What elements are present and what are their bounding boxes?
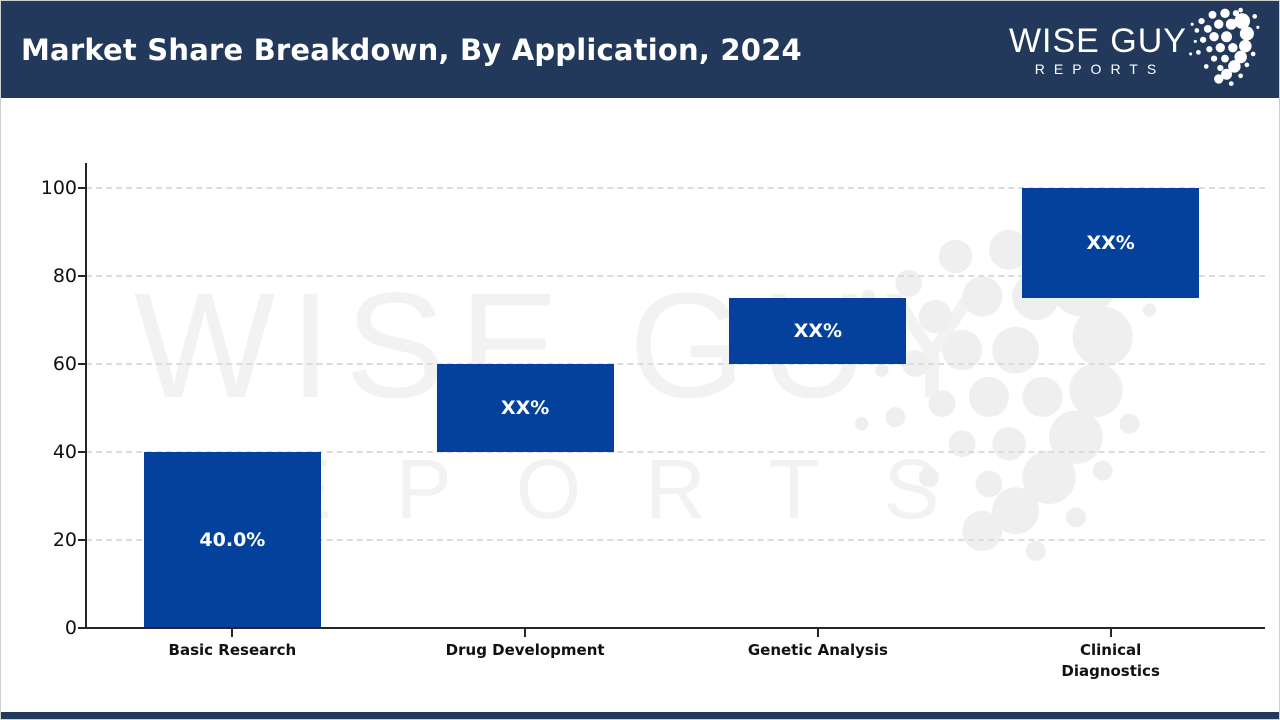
- y-tick-label: 80: [52, 265, 77, 287]
- y-tick-mark: [78, 363, 86, 365]
- wise-guy-reports-logo: WISE GUY REPORTS: [1009, 7, 1265, 93]
- x-tick-mark-drug-development: [524, 629, 527, 637]
- y-tick-label: 60: [52, 353, 77, 375]
- gridline-y-20: [86, 539, 1265, 541]
- gridline-y-60: [86, 363, 1265, 365]
- bar-drug-development: [436, 364, 614, 452]
- bar-value-label-drug-development: XX%: [500, 397, 550, 419]
- y-tick-label: 40: [52, 441, 77, 463]
- y-tick-mark: [78, 275, 86, 277]
- y-tick-mark: [78, 539, 86, 541]
- x-axis-line: [86, 627, 1265, 629]
- bar-basic-research: [143, 452, 321, 628]
- y-tick-mark: [78, 187, 86, 189]
- logo-head-icon: [1189, 7, 1260, 86]
- x-category-label-drug-development: Drug Development: [445, 641, 605, 659]
- x-category-label-genetic-analysis: Genetic Analysis: [747, 641, 888, 659]
- x-category-label-clinical-diagnostics: Clinical Diagnostics: [1061, 641, 1160, 680]
- y-tick-label: 100: [40, 177, 77, 199]
- logo-wordmark: WISE GUY: [1008, 21, 1187, 60]
- y-tick-mark: [78, 451, 86, 453]
- x-tick-mark-basic-research: [231, 629, 234, 637]
- gridline-y-100: [86, 187, 1265, 189]
- header-bar: Market Share Breakdown, By Application, …: [1, 1, 1279, 98]
- bar-value-label-genetic-analysis: XX%: [793, 320, 843, 342]
- bar-genetic-analysis: [729, 298, 907, 364]
- x-category-label-basic-research: Basic Research: [168, 641, 297, 659]
- chart-title: Market Share Breakdown, By Application, …: [21, 32, 802, 67]
- x-tick-mark-genetic-analysis: [816, 629, 819, 637]
- y-tick-label: 0: [64, 617, 77, 639]
- footer-accent-bar: [1, 712, 1279, 719]
- y-tick-label: 20: [52, 529, 77, 551]
- gridline-y-80: [86, 275, 1265, 277]
- bar-value-label-clinical-diagnostics: XX%: [1086, 232, 1135, 254]
- x-tick-mark-clinical-diagnostics: [1109, 629, 1112, 637]
- logo-subtext: REPORTS: [1034, 60, 1166, 77]
- y-tick-mark: [78, 627, 86, 629]
- y-axis-line: [85, 163, 87, 629]
- bar-clinical-diagnostics: [1022, 188, 1200, 298]
- logo-text: WISE GUY REPORTS: [1009, 23, 1187, 77]
- gridline-y-40: [86, 451, 1265, 453]
- bar-value-label-basic-research: 40.0%: [199, 529, 266, 551]
